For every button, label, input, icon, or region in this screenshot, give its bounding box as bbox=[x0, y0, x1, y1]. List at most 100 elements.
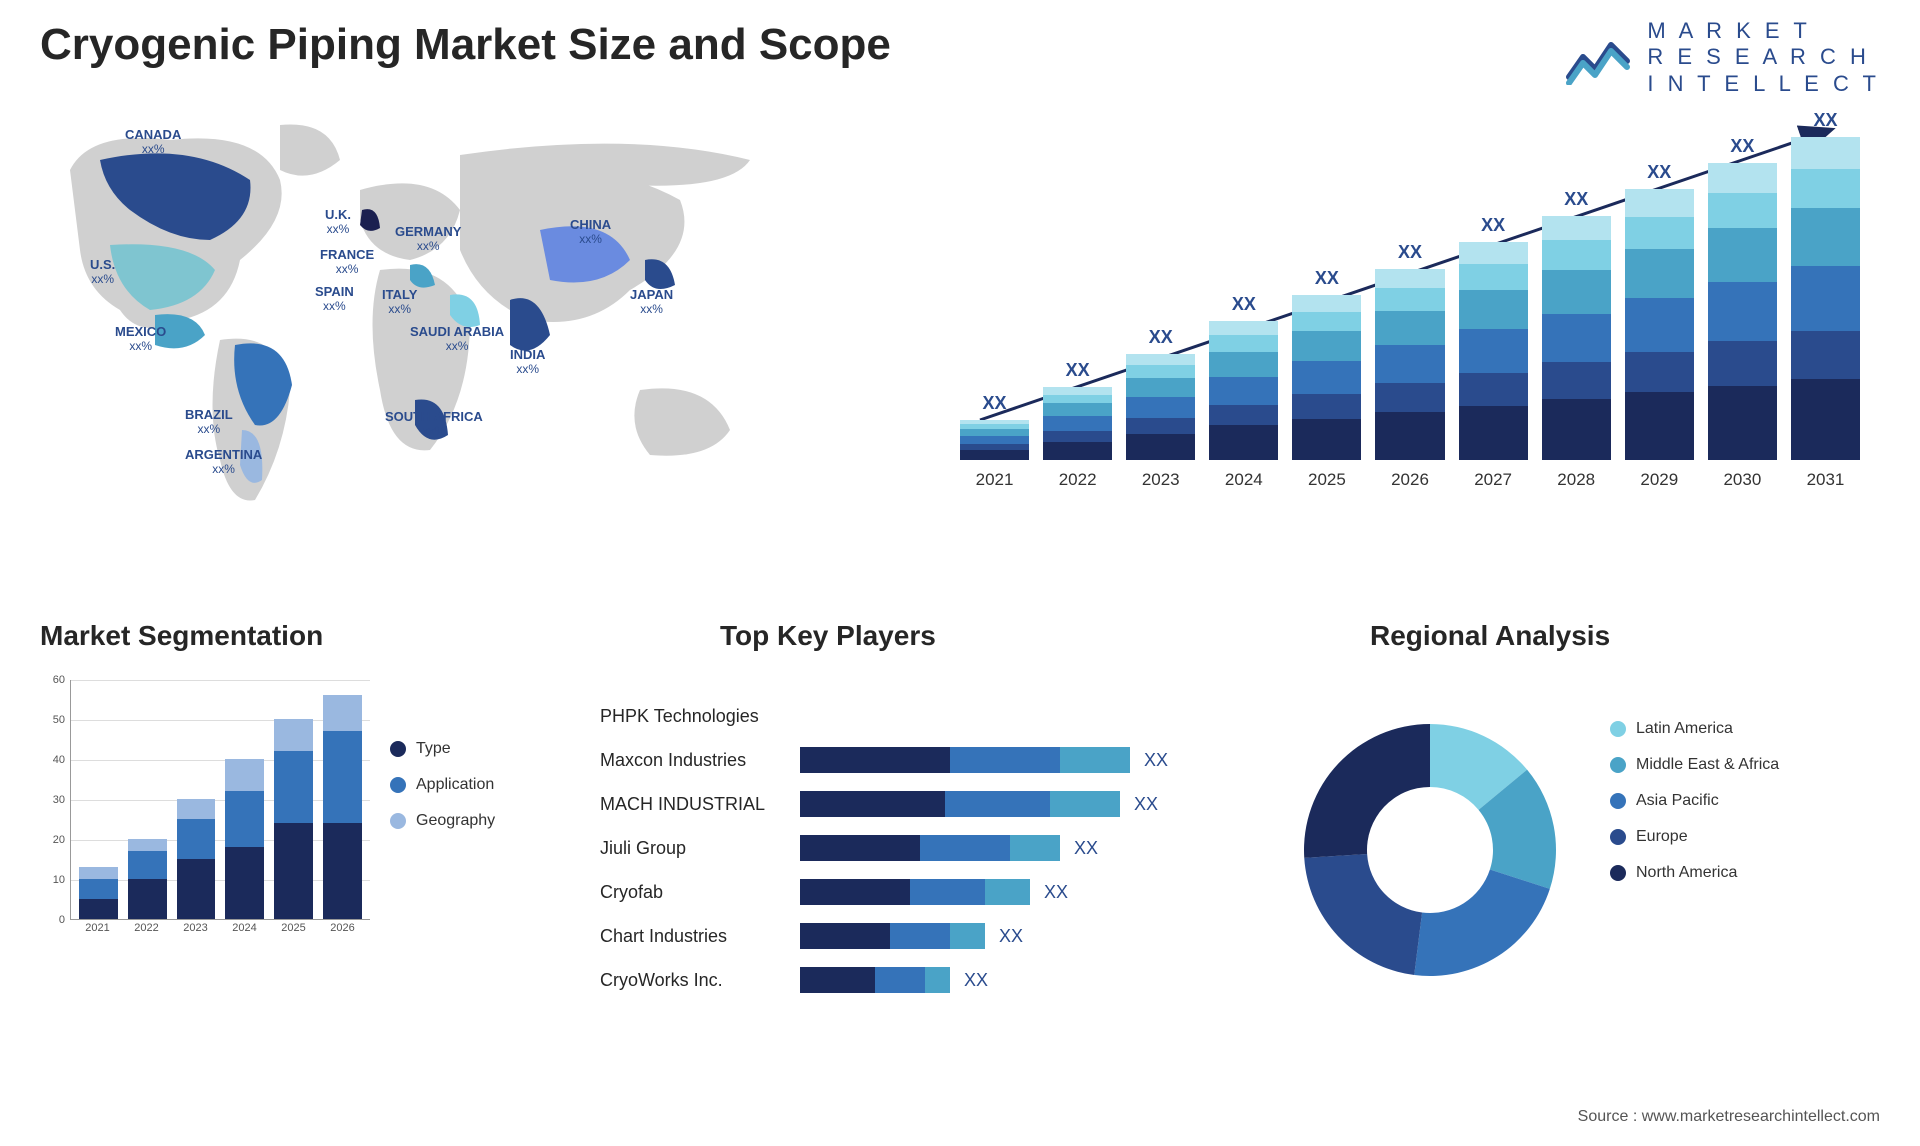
growth-xaxis-label: 2030 bbox=[1708, 470, 1777, 490]
country-label: CANADAxx% bbox=[125, 128, 181, 157]
logo-line3: I N T E L L E C T bbox=[1647, 71, 1880, 97]
legend-item: Europe bbox=[1610, 828, 1779, 846]
segmentation-bar bbox=[274, 719, 313, 919]
player-value: XX bbox=[999, 926, 1023, 947]
player-row: Maxcon Industries XX bbox=[600, 744, 1220, 776]
growth-bar-label: XX bbox=[1209, 294, 1278, 315]
player-bar bbox=[800, 835, 1060, 861]
player-row: CryoWorks Inc. XX bbox=[600, 964, 1220, 996]
country-label: SPAINxx% bbox=[315, 285, 354, 314]
player-bar bbox=[800, 967, 950, 993]
players-heading: Top Key Players bbox=[720, 620, 936, 652]
player-row: PHPK Technologies bbox=[600, 700, 1220, 732]
player-name: Chart Industries bbox=[600, 926, 800, 947]
source-text: Source : www.marketresearchintellect.com bbox=[1578, 1108, 1880, 1126]
legend-item: Application bbox=[390, 776, 495, 794]
growth-bar: XX bbox=[1043, 130, 1112, 460]
growth-bar-label: XX bbox=[1625, 162, 1694, 183]
growth-bar: XX bbox=[1375, 130, 1444, 460]
country-label: CHINAxx% bbox=[570, 218, 611, 247]
player-bar bbox=[800, 879, 1030, 905]
regional-donut-chart: Latin AmericaMiddle East & AfricaAsia Pa… bbox=[1280, 710, 1880, 990]
segmentation-heading: Market Segmentation bbox=[40, 620, 323, 652]
player-name: PHPK Technologies bbox=[600, 706, 800, 727]
seg-xaxis-label: 2023 bbox=[176, 922, 215, 934]
segmentation-bar bbox=[79, 867, 118, 919]
country-label: ARGENTINAxx% bbox=[185, 448, 262, 477]
country-label: U.S.xx% bbox=[90, 258, 115, 287]
segmentation-legend: TypeApplicationGeography bbox=[390, 740, 495, 848]
player-name: CryoWorks Inc. bbox=[600, 970, 800, 991]
country-label: SAUDI ARABIAxx% bbox=[410, 325, 504, 354]
player-row: Chart Industries XX bbox=[600, 920, 1220, 952]
player-bar bbox=[800, 747, 1130, 773]
regional-legend: Latin AmericaMiddle East & AfricaAsia Pa… bbox=[1610, 720, 1779, 900]
growth-bar: XX bbox=[1126, 130, 1195, 460]
player-bar bbox=[800, 923, 985, 949]
player-value: XX bbox=[1144, 750, 1168, 771]
legend-item: Asia Pacific bbox=[1610, 792, 1779, 810]
growth-bar: XX bbox=[960, 130, 1029, 460]
growth-bar: XX bbox=[1459, 130, 1528, 460]
player-name: Jiuli Group bbox=[600, 838, 800, 859]
seg-xaxis-label: 2025 bbox=[274, 922, 313, 934]
country-label: GERMANYxx% bbox=[395, 225, 461, 254]
player-value: XX bbox=[1074, 838, 1098, 859]
logo-line1: M A R K E T bbox=[1647, 18, 1880, 44]
segmentation-chart: 1020304050600 202120222023202420252026 T… bbox=[30, 670, 490, 960]
growth-bar: XX bbox=[1625, 130, 1694, 460]
seg-ytick: 10 bbox=[40, 874, 65, 886]
player-row: MACH INDUSTRIAL XX bbox=[600, 788, 1220, 820]
country-label: MEXICOxx% bbox=[115, 325, 166, 354]
seg-ytick: 30 bbox=[40, 794, 65, 806]
player-row: CryofabXX bbox=[600, 876, 1220, 908]
country-label: U.K.xx% bbox=[325, 208, 351, 237]
seg-ytick: 40 bbox=[40, 754, 65, 766]
growth-bar-label: XX bbox=[1375, 242, 1444, 263]
player-value: XX bbox=[1044, 882, 1068, 903]
legend-item: North America bbox=[1610, 864, 1779, 882]
seg-ytick: 20 bbox=[40, 834, 65, 846]
segmentation-bar bbox=[323, 695, 362, 919]
country-label: SOUTH AFRICAxx% bbox=[385, 410, 483, 439]
growth-bar: XX bbox=[1292, 130, 1361, 460]
growth-xaxis-label: 2026 bbox=[1375, 470, 1444, 490]
world-map-svg bbox=[30, 110, 850, 510]
growth-xaxis-label: 2021 bbox=[960, 470, 1029, 490]
growth-xaxis-label: 2029 bbox=[1625, 470, 1694, 490]
legend-item: Geography bbox=[390, 812, 495, 830]
seg-ytick: 0 bbox=[40, 914, 65, 926]
player-name: Maxcon Industries bbox=[600, 750, 800, 771]
player-value: XX bbox=[1134, 794, 1158, 815]
world-map: CANADAxx%U.S.xx%MEXICOxx%BRAZILxx%ARGENT… bbox=[30, 110, 850, 510]
growth-bar-label: XX bbox=[1126, 327, 1195, 348]
players-chart: PHPK TechnologiesMaxcon IndustriesXXMACH… bbox=[600, 700, 1220, 1008]
legend-item: Latin America bbox=[1610, 720, 1779, 738]
page-title: Cryogenic Piping Market Size and Scope bbox=[40, 20, 891, 70]
player-name: MACH INDUSTRIAL bbox=[600, 794, 800, 815]
seg-xaxis-label: 2021 bbox=[78, 922, 117, 934]
player-row: Jiuli Group XX bbox=[600, 832, 1220, 864]
regional-heading: Regional Analysis bbox=[1370, 620, 1610, 652]
growth-bar-label: XX bbox=[1708, 136, 1777, 157]
growth-xaxis-label: 2027 bbox=[1459, 470, 1528, 490]
seg-xaxis-label: 2024 bbox=[225, 922, 264, 934]
growth-bar-label: XX bbox=[1043, 360, 1112, 381]
growth-bar: XX bbox=[1209, 130, 1278, 460]
growth-xaxis-label: 2025 bbox=[1292, 470, 1361, 490]
country-label: INDIAxx% bbox=[510, 348, 545, 377]
growth-xaxis-label: 2031 bbox=[1791, 470, 1860, 490]
growth-bar-label: XX bbox=[1292, 268, 1361, 289]
donut-slice bbox=[1304, 854, 1422, 975]
country-label: JAPANxx% bbox=[630, 288, 673, 317]
logo-text: M A R K E T R E S E A R C H I N T E L L … bbox=[1647, 18, 1880, 97]
donut-slice bbox=[1414, 869, 1550, 976]
logo-line2: R E S E A R C H bbox=[1647, 44, 1880, 70]
segmentation-bar bbox=[225, 759, 264, 919]
brand-logo: M A R K E T R E S E A R C H I N T E L L … bbox=[1565, 18, 1880, 97]
growth-bar: XX bbox=[1708, 130, 1777, 460]
logo-mark-icon bbox=[1565, 31, 1633, 85]
donut-svg bbox=[1280, 710, 1580, 990]
seg-ytick: 50 bbox=[40, 714, 65, 726]
player-value: XX bbox=[964, 970, 988, 991]
